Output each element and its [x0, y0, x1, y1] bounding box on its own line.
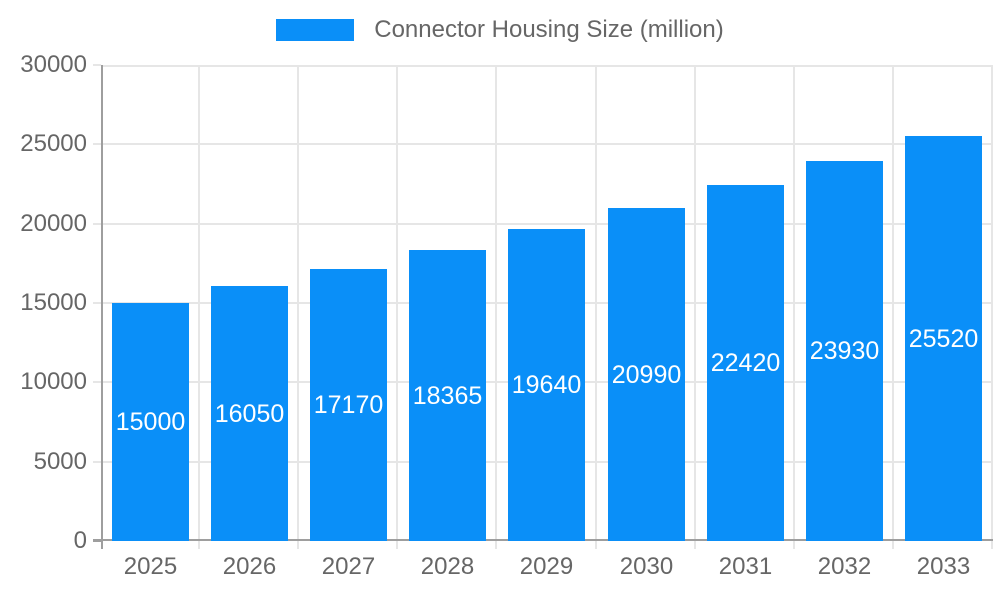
- gridline-vertical: [892, 65, 894, 541]
- legend-swatch: [276, 19, 355, 41]
- y-axis-line: [101, 65, 103, 549]
- x-axis-tick: [198, 541, 200, 549]
- gridline-vertical: [595, 65, 597, 541]
- y-axis-tick: [93, 222, 101, 225]
- x-tick-label: 2033: [916, 553, 971, 580]
- x-axis-tick: [793, 541, 795, 549]
- legend: Connector Housing Size (million): [0, 16, 1000, 44]
- bar-2025[interactable]: [112, 303, 189, 541]
- y-axis-tick: [93, 540, 101, 542]
- x-axis-tick: [595, 541, 597, 549]
- y-tick-label: 5000: [33, 447, 87, 475]
- x-tick-label: 2025: [123, 553, 178, 580]
- y-axis-tick: [93, 302, 101, 304]
- bar-2033[interactable]: [905, 136, 982, 541]
- bar-2027[interactable]: [310, 269, 387, 541]
- x-axis-tick: [991, 541, 993, 549]
- y-axis-tick: [93, 143, 101, 146]
- y-axis-tick: [93, 64, 101, 66]
- x-axis-tick: [495, 541, 497, 549]
- gridline-vertical: [396, 65, 398, 541]
- plot-area: 0 5000 10000 15000 20000 25000 30000 15000 2025 1…: [20, 52, 993, 580]
- y-axis-tick: [93, 460, 101, 463]
- legend-label: Connector Housing Size (million): [374, 16, 724, 43]
- x-axis-tick: [396, 541, 398, 549]
- x-axis-tick: [101, 541, 103, 549]
- y-axis-tick: [93, 381, 101, 384]
- bar-2026[interactable]: [211, 286, 288, 541]
- y-tick-label: 15000: [20, 289, 87, 316]
- x-axis-tick: [694, 541, 696, 549]
- x-tick-label: 2028: [420, 553, 475, 580]
- y-tick-label: 10000: [20, 368, 87, 396]
- x-tick-label: 2029: [519, 553, 574, 580]
- bar-2029[interactable]: [508, 229, 585, 541]
- y-tick-label: 30000: [20, 51, 87, 78]
- x-tick-label: 2026: [222, 553, 277, 580]
- x-axis-tick: [892, 541, 894, 549]
- legend-item[interactable]: Connector Housing Size (million): [276, 16, 724, 44]
- x-tick-label: 2031: [718, 553, 773, 580]
- bar-2030[interactable]: [608, 208, 685, 541]
- gridline-horizontal: [101, 143, 993, 146]
- x-tick-label: 2027: [321, 553, 376, 580]
- gridline-vertical: [991, 65, 993, 541]
- gridline-vertical: [694, 65, 696, 541]
- y-tick-label: 0: [73, 527, 87, 554]
- gridline-vertical: [495, 65, 497, 541]
- gridline-vertical: [297, 65, 299, 541]
- x-axis-tick: [297, 541, 299, 549]
- y-tick-label: 20000: [20, 209, 87, 237]
- gridline-vertical: [793, 65, 795, 541]
- bar-2028[interactable]: [409, 250, 486, 541]
- x-tick-label: 2030: [619, 553, 674, 580]
- bar-2031[interactable]: [707, 185, 784, 541]
- gridline-vertical: [198, 65, 200, 541]
- y-tick-label: 25000: [20, 130, 87, 158]
- x-tick-label: 2032: [817, 553, 872, 580]
- gridline-horizontal: [101, 65, 993, 67]
- bar-2032[interactable]: [806, 161, 883, 541]
